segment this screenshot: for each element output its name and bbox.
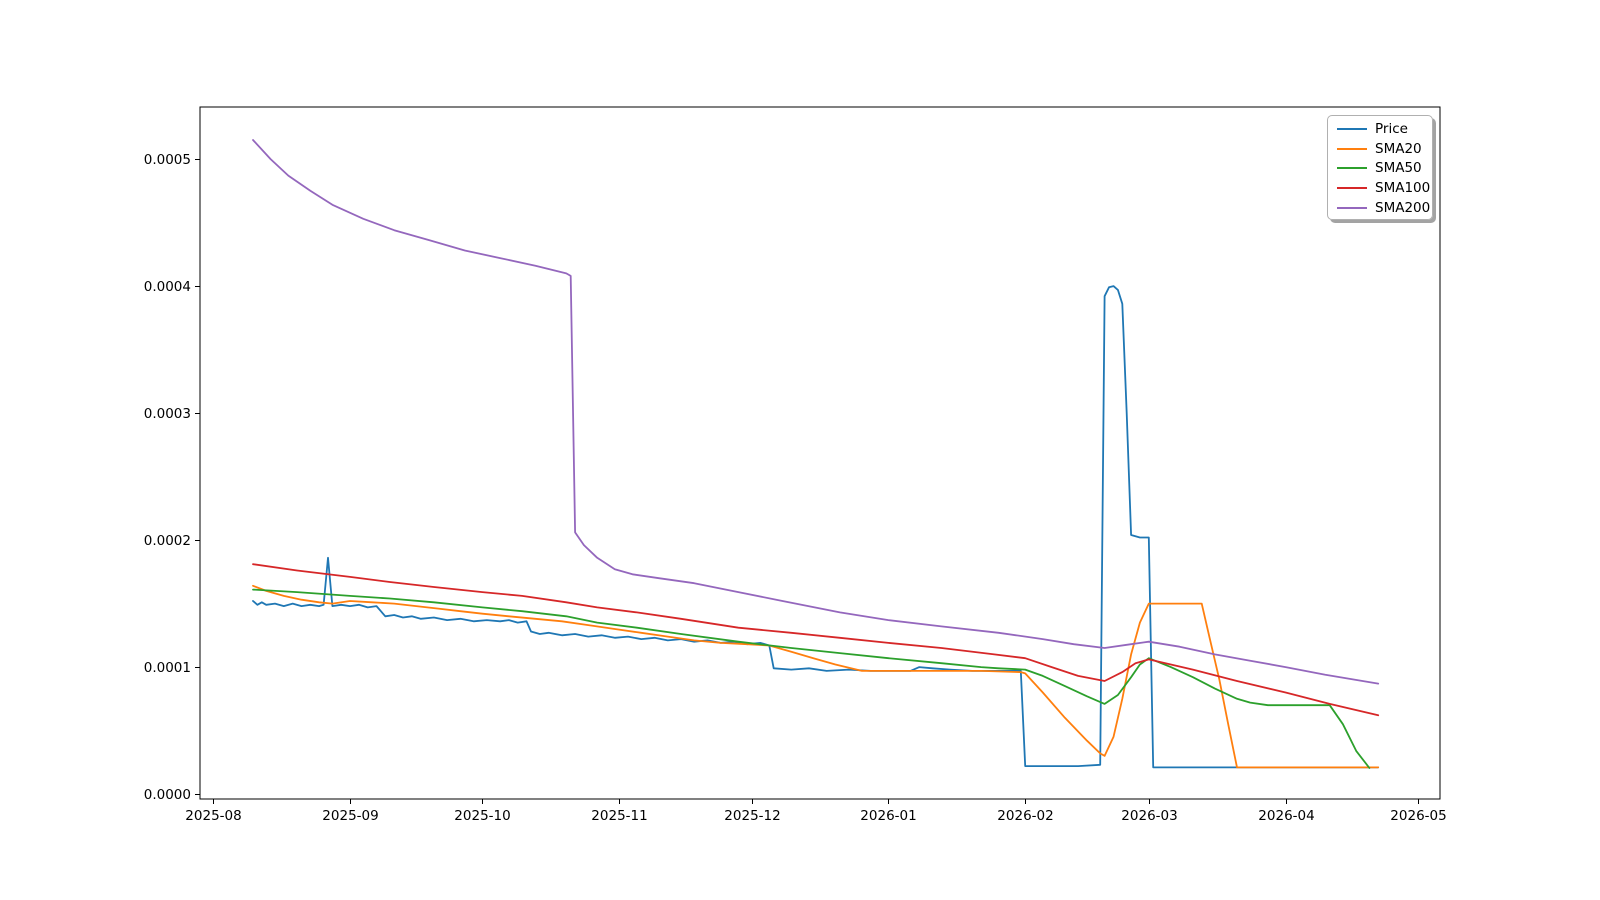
- legend-item-sma200: SMA200: [1337, 198, 1432, 218]
- y-tick-label: 0.0001: [144, 660, 191, 676]
- x-tick-label: 2026-01: [860, 808, 916, 824]
- x-tick-label: 2026-04: [1258, 808, 1314, 824]
- legend-line-swatch: [1337, 207, 1367, 210]
- x-tick-label: 2025-12: [724, 808, 780, 824]
- x-tick-label: 2025-09: [322, 808, 378, 824]
- y-tick-label: 0.0005: [144, 152, 191, 168]
- x-tick-label: 2025-10: [454, 808, 510, 824]
- x-tick-label: 2026-05: [1390, 808, 1446, 824]
- x-tick-label: 2025-11: [591, 808, 647, 824]
- legend-label: SMA50: [1375, 160, 1422, 177]
- series-line-price: [252, 285, 1380, 769]
- legend-line-swatch: [1337, 187, 1367, 190]
- y-tick-label: 0.0000: [144, 787, 191, 803]
- legend-label: SMA100: [1375, 180, 1431, 197]
- y-tick-label: 0.0004: [144, 279, 191, 295]
- legend-label: Price: [1375, 120, 1408, 137]
- legend-item-sma100: SMA100: [1337, 178, 1432, 198]
- legend-item-sma20: SMA20: [1337, 139, 1432, 159]
- series-line-sma200: [252, 139, 1380, 685]
- series-line-sma50: [252, 588, 1371, 769]
- y-tick-label: 0.0003: [144, 406, 191, 422]
- plot-border: [199, 106, 1441, 800]
- x-tick-label: 2026-03: [1121, 808, 1177, 824]
- legend-line-swatch: [1337, 147, 1367, 150]
- legend-item-price: Price: [1337, 119, 1432, 139]
- legend: Price SMA20 SMA50 SMA100 SMA200: [1327, 115, 1433, 220]
- x-tick-label: 2026-02: [997, 808, 1053, 824]
- y-tick-label: 0.0002: [144, 533, 191, 549]
- series-line-sma20: [252, 584, 1380, 769]
- legend-label: SMA200: [1375, 200, 1431, 217]
- legend-item-sma50: SMA50: [1337, 159, 1432, 179]
- legend-line-swatch: [1337, 127, 1367, 130]
- x-tick-label: 2025-08: [185, 808, 241, 824]
- legend-line-swatch: [1337, 167, 1367, 170]
- series-line-sma100: [252, 563, 1380, 717]
- legend-label: SMA20: [1375, 140, 1422, 157]
